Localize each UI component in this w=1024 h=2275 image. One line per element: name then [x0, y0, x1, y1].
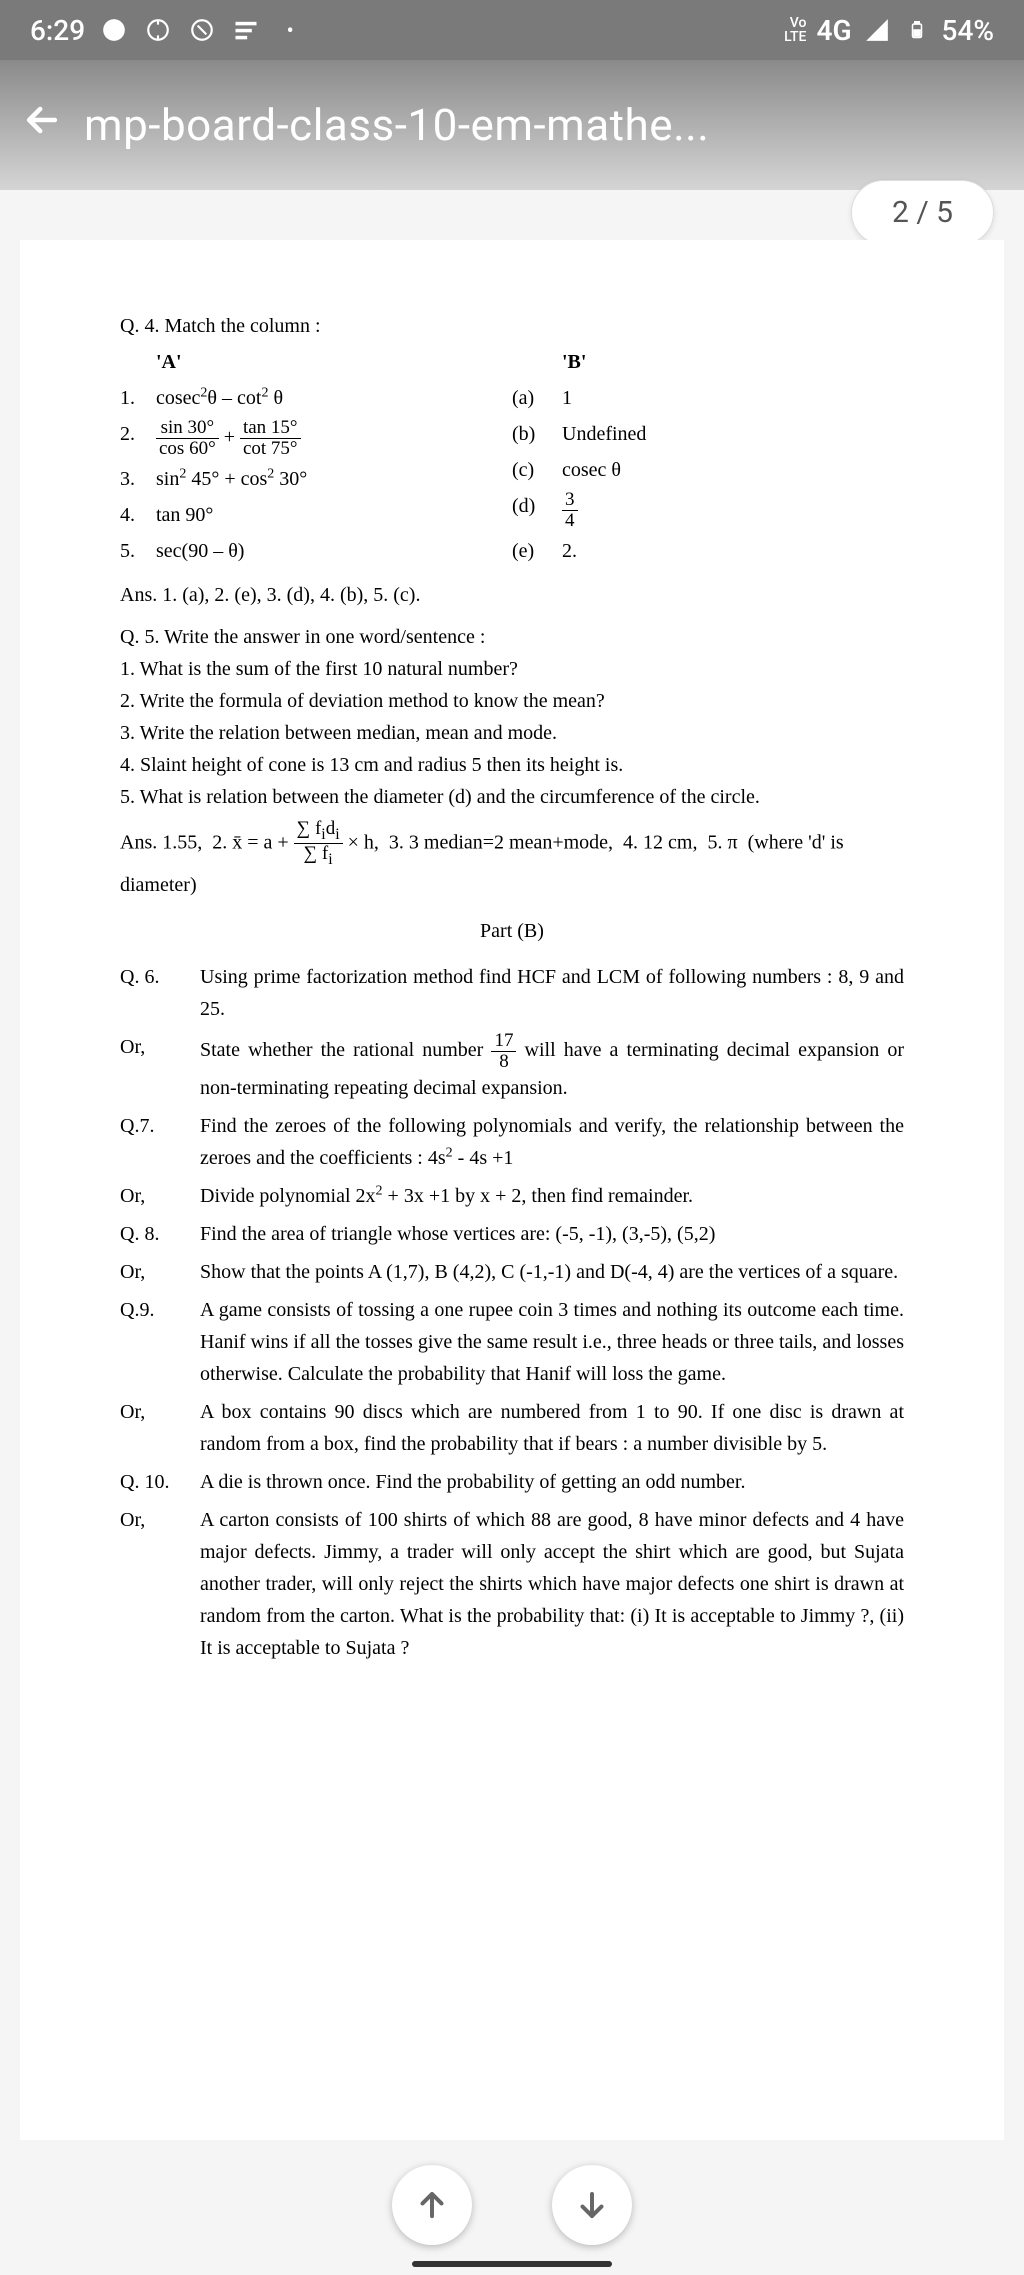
q4-rowA: 5.sec(90 – θ)	[120, 535, 512, 567]
status-bar: 6:29 • VoLTE 4G 54%	[0, 0, 1024, 60]
page-down-button[interactable]	[552, 2165, 632, 2245]
q4-head-a: 'A'	[156, 346, 512, 378]
q5-item: 2. Write the formula of deviation method…	[120, 685, 904, 717]
q5-title: Q. 5. Write the answer in one word/sente…	[120, 621, 904, 653]
app-title: mp-board-class-10-em-mathe...	[84, 99, 709, 151]
app-header: mp-board-class-10-em-mathe...	[0, 60, 1024, 190]
q5-item: 4. Slaint height of cone is 13 cm and ra…	[120, 749, 904, 781]
q5-item: 3. Write the relation between median, me…	[120, 717, 904, 749]
home-indicator[interactable]	[412, 2261, 612, 2267]
document-content: Q. 4. Match the column : 'A' 1.cosec2θ –…	[120, 310, 904, 1664]
partb-row: Q. 8.Find the area of triangle whose ver…	[120, 1218, 904, 1250]
q4-rowB: (e)2.	[512, 535, 904, 567]
q4-rowB: (a)1	[512, 382, 904, 414]
volte-label: VoLTE	[784, 16, 806, 44]
status-time: 6:29	[30, 14, 85, 47]
partb-row: Or,Show that the points A (1,7), B (4,2)…	[120, 1256, 904, 1288]
q4-rowA: 1.cosec2θ – cot2 θ	[120, 382, 512, 414]
battery-label: 54%	[942, 14, 994, 47]
settings-icon	[231, 15, 261, 45]
back-icon[interactable]	[20, 97, 64, 154]
chat-icon	[99, 15, 129, 45]
q4-rowB: (b)Undefined	[512, 418, 904, 450]
q4-rowA: 4.tan 90°	[120, 499, 512, 531]
battery-icon	[902, 15, 932, 45]
q4-title: Q. 4. Match the column :	[120, 310, 904, 342]
q4-head-b: 'B'	[562, 346, 904, 378]
page-up-button[interactable]	[392, 2165, 472, 2245]
q5-answer: Ans. 1.55, 2. x̄ = a + ∑ fidi∑ fi × h, 3…	[120, 819, 904, 901]
partb-row: Q. 6.Using prime factorization method fi…	[120, 961, 904, 1025]
partb-row: Or,State whether the rational number 178…	[120, 1031, 904, 1104]
network-label: 4G	[816, 14, 851, 47]
partb-row: Q.9.A game consists of tossing a one rup…	[120, 1294, 904, 1390]
part-b-label: Part (B)	[120, 915, 904, 947]
signal-icon	[862, 15, 892, 45]
sync-icon	[143, 15, 173, 45]
nav-buttons	[0, 2165, 1024, 2245]
q5-item: 1. What is the sum of the first 10 natur…	[120, 653, 904, 685]
page-indicator: 2 / 5	[851, 180, 994, 245]
partb-row: Or,A box contains 90 discs which are num…	[120, 1396, 904, 1460]
status-right: VoLTE 4G 54%	[784, 14, 994, 47]
q4-rowB: (c)cosec θ	[512, 454, 904, 486]
q5-item: 5. What is relation between the diameter…	[120, 781, 904, 813]
status-left: 6:29 •	[30, 14, 305, 47]
dot-icon: •	[275, 15, 305, 45]
partb-row: Q.7.Find the zeroes of the following pol…	[120, 1110, 904, 1174]
partb-row: Q. 10.A die is thrown once. Find the pro…	[120, 1466, 904, 1498]
q4-rowB: (d)34	[512, 490, 904, 531]
partb-row: Or,A carton consists of 100 shirts of wh…	[120, 1504, 904, 1664]
document-page[interactable]: Q. 4. Match the column : 'A' 1.cosec2θ –…	[20, 240, 1004, 2140]
q4-rowA: 3.sin2 45° + cos2 30°	[120, 463, 512, 495]
partb-row: Or,Divide polynomial 2x2 + 3x +1 by x + …	[120, 1180, 904, 1212]
q4-answer: Ans. 1. (a), 2. (e), 3. (d), 4. (b), 5. …	[120, 579, 904, 611]
q4-rowA: 2.sin 30°cos 60° + tan 15°cot 75°	[120, 418, 512, 459]
sync2-icon	[187, 15, 217, 45]
